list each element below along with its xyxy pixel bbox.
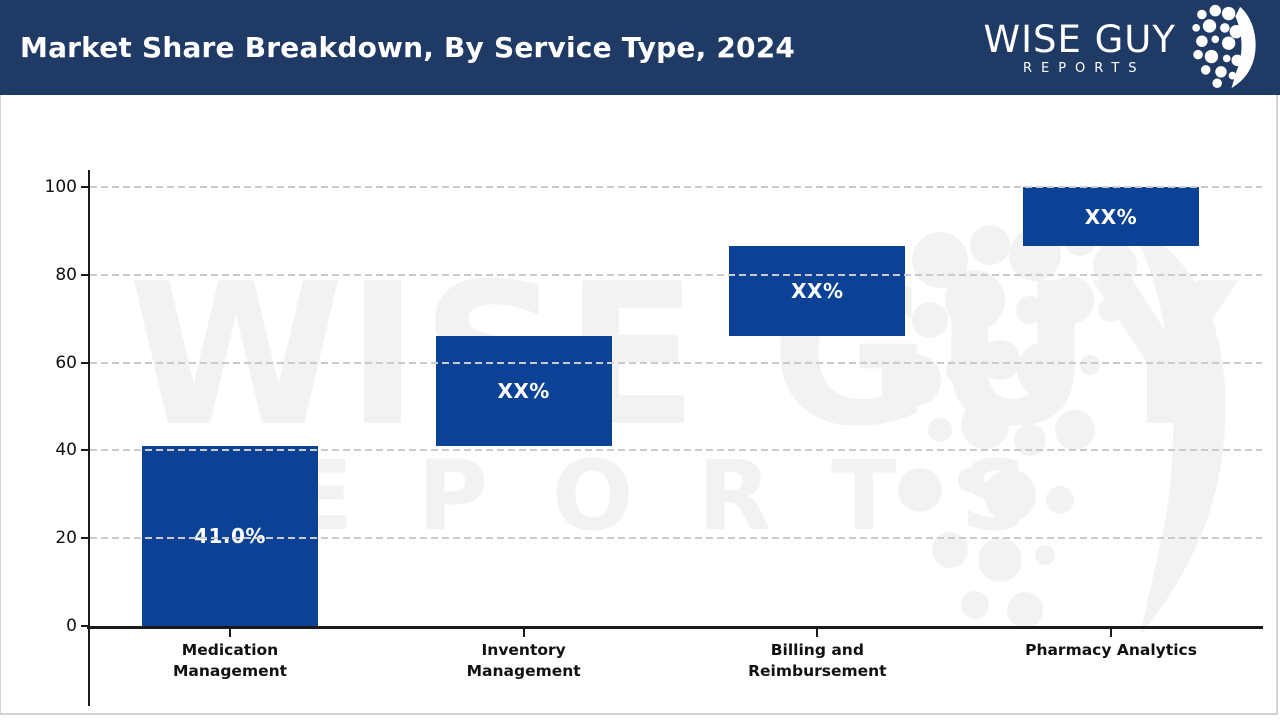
y-tick-mark	[81, 186, 89, 188]
wise-guy-logo: WISE GUY REPORTS	[984, 3, 1260, 93]
y-tick-label: 20	[55, 528, 77, 549]
bar-value-label: XX%	[791, 279, 844, 304]
bar-4: XX%	[1023, 187, 1199, 247]
gridline-40	[90, 449, 1262, 452]
gridline-80	[90, 273, 1262, 276]
y-tick-mark	[81, 537, 89, 540]
x-tick-mark	[1110, 629, 1112, 637]
bar-3: XX%	[729, 246, 906, 337]
gridline-60	[90, 361, 1262, 364]
x-category-label: Billing and Reimbursement	[748, 641, 887, 680]
logo-wordmark: WISE GUY	[983, 17, 1176, 61]
waterfall-chart: 0 20 40 60 80 100 41.0% Medication Management XX…	[0, 95, 1280, 715]
page-title: Market Share Breakdown, By Service Type,…	[20, 31, 796, 64]
logo-subtitle: REPORTS	[1022, 60, 1146, 76]
bar-2: XX%	[435, 336, 612, 446]
y-axis-line	[88, 170, 90, 706]
header-bar: Market Share Breakdown, By Service Type,…	[0, 0, 1280, 95]
x-category-label: Medication Management	[172, 641, 288, 680]
bar-value-label: 41.0%	[194, 523, 266, 548]
logo-head-icon	[1182, 3, 1260, 93]
y-tick-mark	[81, 273, 89, 276]
gridline-100	[90, 186, 1262, 188]
bar-1: 41.0%	[142, 446, 318, 626]
y-tick-label: 40	[55, 440, 77, 461]
y-tick-mark	[81, 625, 89, 627]
bar-value-label: XX%	[1084, 204, 1138, 229]
x-category-label: Inventory Management	[466, 641, 581, 680]
bar-value-label: XX%	[497, 379, 550, 404]
y-tick-label: 60	[55, 352, 77, 373]
x-tick-mark	[816, 629, 819, 637]
logo-text: WISE GUY REPORTS	[984, 21, 1176, 75]
y-tick-label: 0	[66, 616, 77, 636]
gridline-20	[90, 537, 1262, 540]
y-tick-label: 80	[55, 264, 77, 285]
x-tick-mark	[522, 629, 525, 637]
x-category-label: Pharmacy Analytics	[1025, 641, 1197, 659]
y-tick-mark	[81, 449, 89, 452]
x-axis-line	[87, 626, 1263, 629]
y-tick-label: 100	[44, 177, 77, 197]
x-tick-mark	[229, 629, 231, 637]
y-tick-mark	[81, 361, 89, 364]
